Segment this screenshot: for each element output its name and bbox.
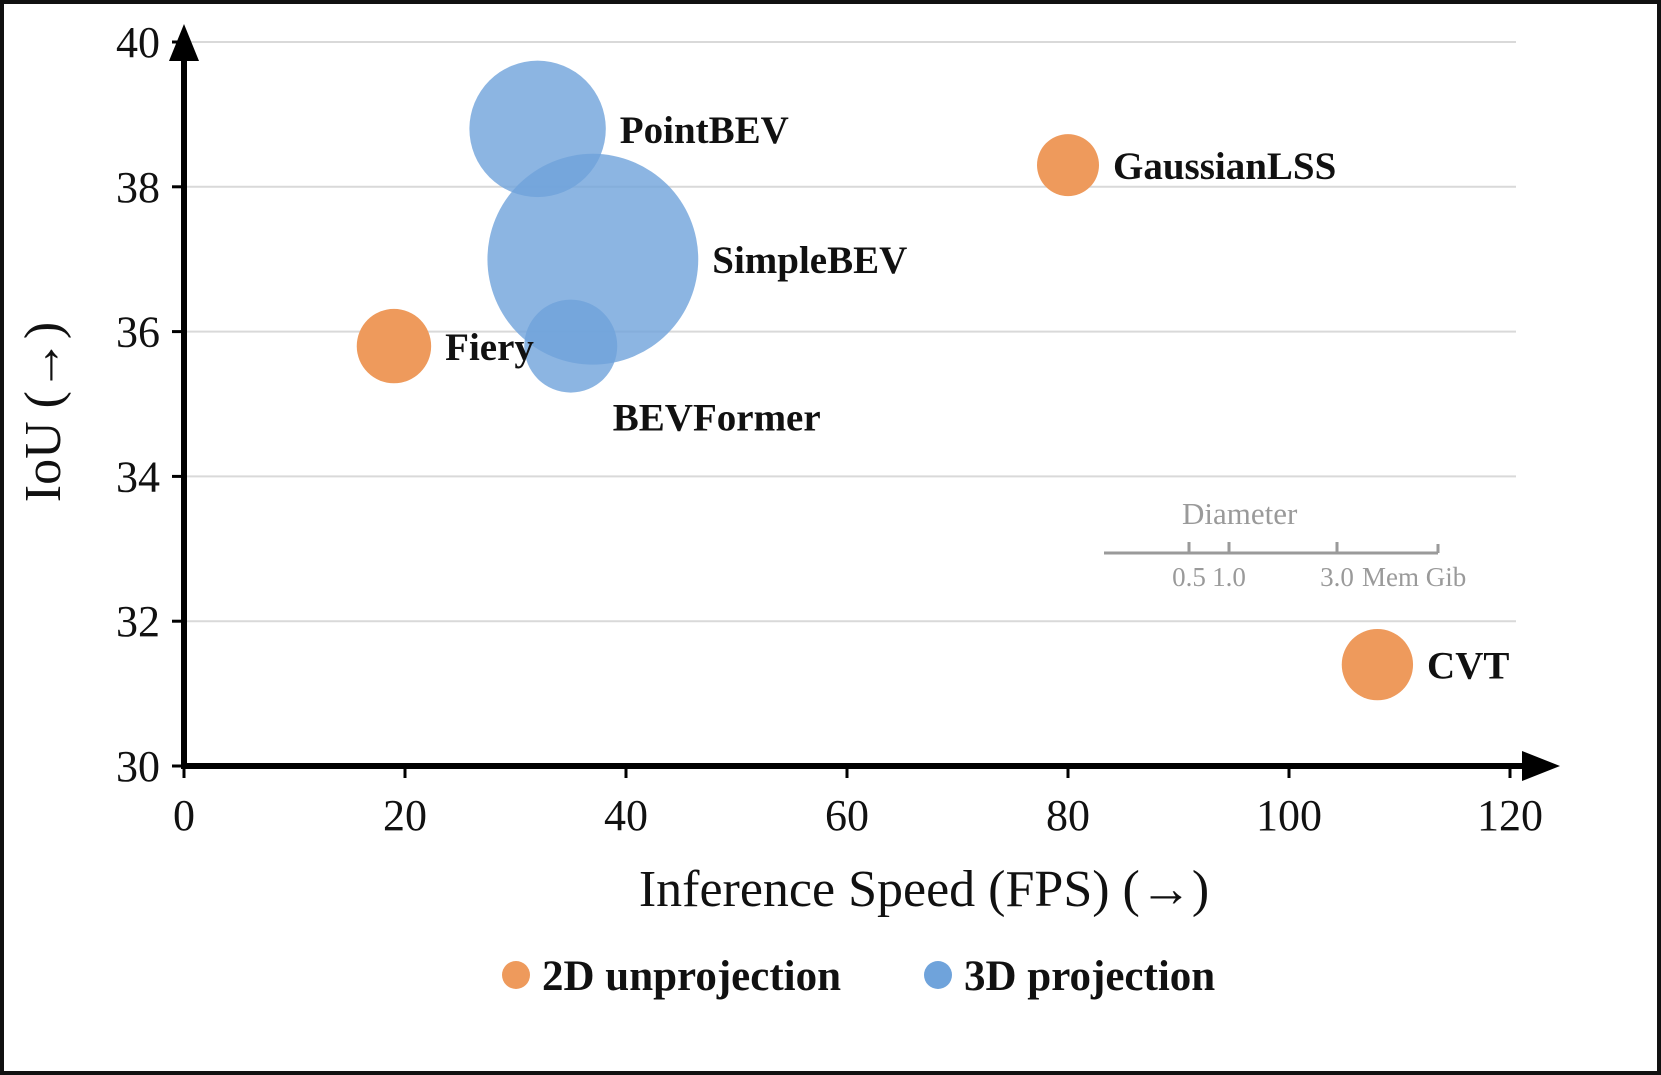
bubble-chart: PointBEV BEVFormer SimpleBEV Fiery GaussianL… xyxy=(15,18,1560,1000)
y-tick-label: 30 xyxy=(116,742,160,791)
legend-label-2d: 2D unprojection xyxy=(542,953,841,1000)
y-tick-label: 36 xyxy=(116,308,160,357)
x-tick-label: 100 xyxy=(1256,791,1322,840)
size-legend-tick-label: 3.0 xyxy=(1320,562,1354,592)
x-axis-arrow xyxy=(1522,751,1560,781)
x-tick-label: 60 xyxy=(825,791,869,840)
size-legend-tick-label: 0.5 xyxy=(1172,562,1206,592)
x-axis-title: Inference Speed (FPS) (→) xyxy=(639,861,1209,918)
x-tick-label: 80 xyxy=(1046,791,1090,840)
y-tick-label: 32 xyxy=(116,597,160,646)
x-tick-label: 120 xyxy=(1477,791,1543,840)
bubble-fiery xyxy=(356,308,432,384)
y-tick-label: 38 xyxy=(116,163,160,212)
legend-label-3d: 3D projection xyxy=(964,953,1215,1000)
legend-marker-3d xyxy=(924,961,952,989)
bubble-label-bevformer: BEVFormer xyxy=(613,397,821,440)
bubble-gaussianlss xyxy=(1037,134,1099,197)
legend-marker-2d xyxy=(502,961,530,989)
y-tick-label: 34 xyxy=(116,452,160,501)
bubble-label-cvt: CVT xyxy=(1427,645,1509,688)
bubble-cvt xyxy=(1341,628,1414,701)
bubble-label-pointbev: PointBEV xyxy=(620,109,789,152)
y-tick-label: 40 xyxy=(116,18,160,67)
size-legend-tick-label: 1.0 xyxy=(1212,562,1246,592)
y-axis-title: IoU (→) xyxy=(15,322,72,503)
x-tick-label: 40 xyxy=(604,791,648,840)
size-legend-title: Diameter xyxy=(1182,496,1298,531)
x-tick-label: 0 xyxy=(173,791,195,840)
x-tick-label: 20 xyxy=(383,791,427,840)
bubble-label-simplebev: SimpleBEV xyxy=(712,239,907,282)
bubble-label-fiery: Fiery xyxy=(445,326,534,369)
bubble-label-gaussianlss: GaussianLSS xyxy=(1113,145,1336,188)
size-legend-unit: Mem Gib xyxy=(1362,562,1466,592)
bubble-simplebev xyxy=(487,153,699,365)
